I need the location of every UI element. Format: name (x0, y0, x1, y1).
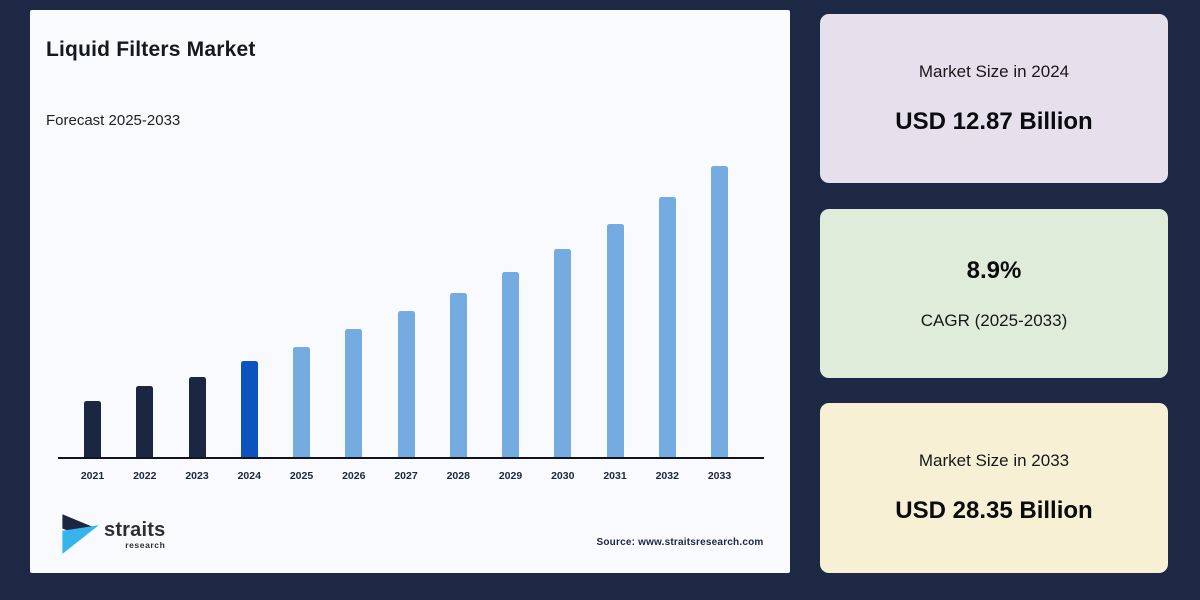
x-tick-label-2023: 2023 (185, 470, 209, 482)
bar-column-2028: 2028 (446, 292, 470, 482)
x-tick-label-2024: 2024 (237, 470, 261, 482)
bar-column-2024: 2024 (237, 361, 261, 482)
chart-title: Liquid Filters Market (46, 38, 256, 61)
bar-column-2029: 2029 (498, 272, 523, 482)
x-tick-label-2027: 2027 (394, 470, 418, 482)
x-tick-label-2031: 2031 (603, 470, 627, 482)
bar-chart: 2021 2022 2023 2024 2025 2026 2027 2028 2029 2030… (80, 10, 732, 482)
bar-column-2031: 2031 (603, 224, 627, 482)
bar-2025 (293, 347, 310, 458)
x-tick-label-2029: 2029 (498, 470, 523, 482)
logo-subtext: research (125, 540, 166, 550)
chart-panel: Liquid Filters Market Forecast 2025-2033… (30, 10, 790, 573)
bar-column-2030: 2030 (551, 249, 575, 482)
stat-card-value: 8.9% (966, 256, 1022, 284)
stat-card-value: USD 12.87 Billion (895, 107, 1093, 135)
straits-logo-icon (62, 514, 99, 554)
bar-column-2027: 2027 (394, 311, 418, 482)
x-tick-label-2025: 2025 (289, 470, 314, 482)
stat-card-market-size-2033: Market Size in 2033 USD 28.35 Billion (820, 403, 1168, 573)
stat-card-cagr: 8.9% CAGR (2025-2033) (820, 209, 1168, 378)
chart-subtitle: Forecast 2025-2033 (46, 112, 181, 129)
source-attribution: Source: www.straitsresearch.com (596, 537, 764, 548)
bar-2033 (711, 165, 728, 458)
x-tick-label-2026: 2026 (342, 470, 366, 482)
bar-2021 (84, 400, 101, 458)
stat-card-market-size-2024: Market Size in 2024 USD 12.87 Billion (820, 14, 1168, 183)
bar-2027 (397, 311, 415, 458)
x-axis-line (58, 457, 764, 459)
x-tick-label-2022: 2022 (133, 470, 157, 482)
x-tick-label-2032: 2032 (655, 470, 679, 482)
bar-column-2021: 2021 (80, 400, 105, 482)
bar-column-2025: 2025 (289, 347, 314, 482)
x-tick-label-2028: 2028 (446, 470, 470, 482)
logo-name: straits (104, 519, 166, 541)
bar-2023 (188, 377, 206, 458)
bar-column-2033: 2033 (707, 165, 732, 482)
bar-column-2032: 2032 (655, 196, 679, 482)
logo-text: straits research (104, 520, 165, 550)
bar-2029 (502, 272, 519, 458)
bar-2028 (449, 292, 467, 458)
stat-card-value: USD 28.35 Billion (895, 497, 1093, 524)
stat-card-label: CAGR (2025-2033) (920, 310, 1068, 330)
x-tick-label-2033: 2033 (707, 470, 732, 482)
bar-2022 (136, 385, 154, 458)
bar-column-2022: 2022 (133, 385, 157, 482)
stat-card-label: Market Size in 2033 (918, 451, 1070, 470)
bar-chart-plot: 2021 2022 2023 2024 2025 2026 2027 2028 2029 2030… (30, 10, 790, 573)
x-tick-label-2030: 2030 (551, 470, 575, 482)
bar-2031 (606, 224, 624, 458)
straits-research-logo: straits research (58, 508, 165, 558)
x-tick-label-2021: 2021 (80, 470, 105, 482)
stat-card-label: Market Size in 2024 (918, 61, 1070, 81)
bar-column-2023: 2023 (185, 377, 209, 482)
bar-column-2026: 2026 (342, 329, 366, 482)
bar-2026 (345, 329, 363, 458)
bar-2030 (554, 249, 572, 458)
bar-2032 (658, 196, 676, 458)
bar-2024 (240, 361, 258, 458)
